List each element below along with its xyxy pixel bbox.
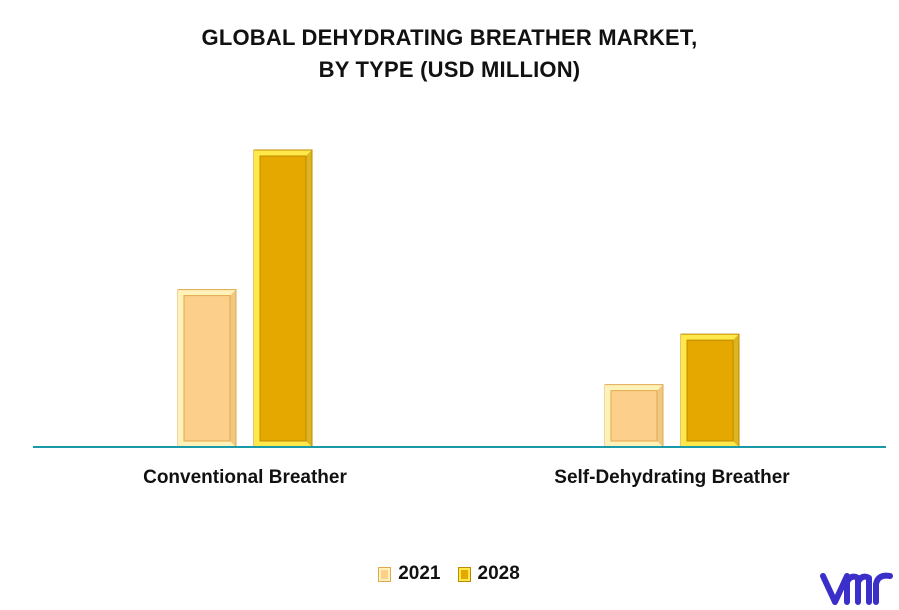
chart-title: GLOBAL DEHYDRATING BREATHER MARKET, BY T… xyxy=(0,22,899,86)
bars-group xyxy=(177,149,740,448)
chart-title-line-2: BY TYPE (USD MILLION) xyxy=(318,57,581,82)
bar-2021-self-dehydrating xyxy=(604,384,664,448)
legend-label-2021: 2021 xyxy=(398,563,441,584)
legend-item-2028: 2028 xyxy=(457,563,520,585)
category-label-conventional: Conventional Breather xyxy=(143,467,347,488)
legend-label-2028: 2028 xyxy=(477,563,520,584)
vmr-logo-icon xyxy=(820,572,893,605)
chart-title-line-1: GLOBAL DEHYDRATING BREATHER MARKET, xyxy=(201,25,698,50)
legend-swatch-2021 xyxy=(378,566,392,582)
legend-item-2021: 2021 xyxy=(378,563,441,585)
bar-2028-conventional xyxy=(253,149,313,448)
category-label-self-dehydrating: Self-Dehydrating Breather xyxy=(554,467,790,488)
legend-swatch-2028 xyxy=(457,566,471,582)
bar-2021-conventional xyxy=(177,289,237,448)
legend: 2021 2028 xyxy=(0,563,899,585)
bar-2028-self-dehydrating xyxy=(680,333,740,448)
